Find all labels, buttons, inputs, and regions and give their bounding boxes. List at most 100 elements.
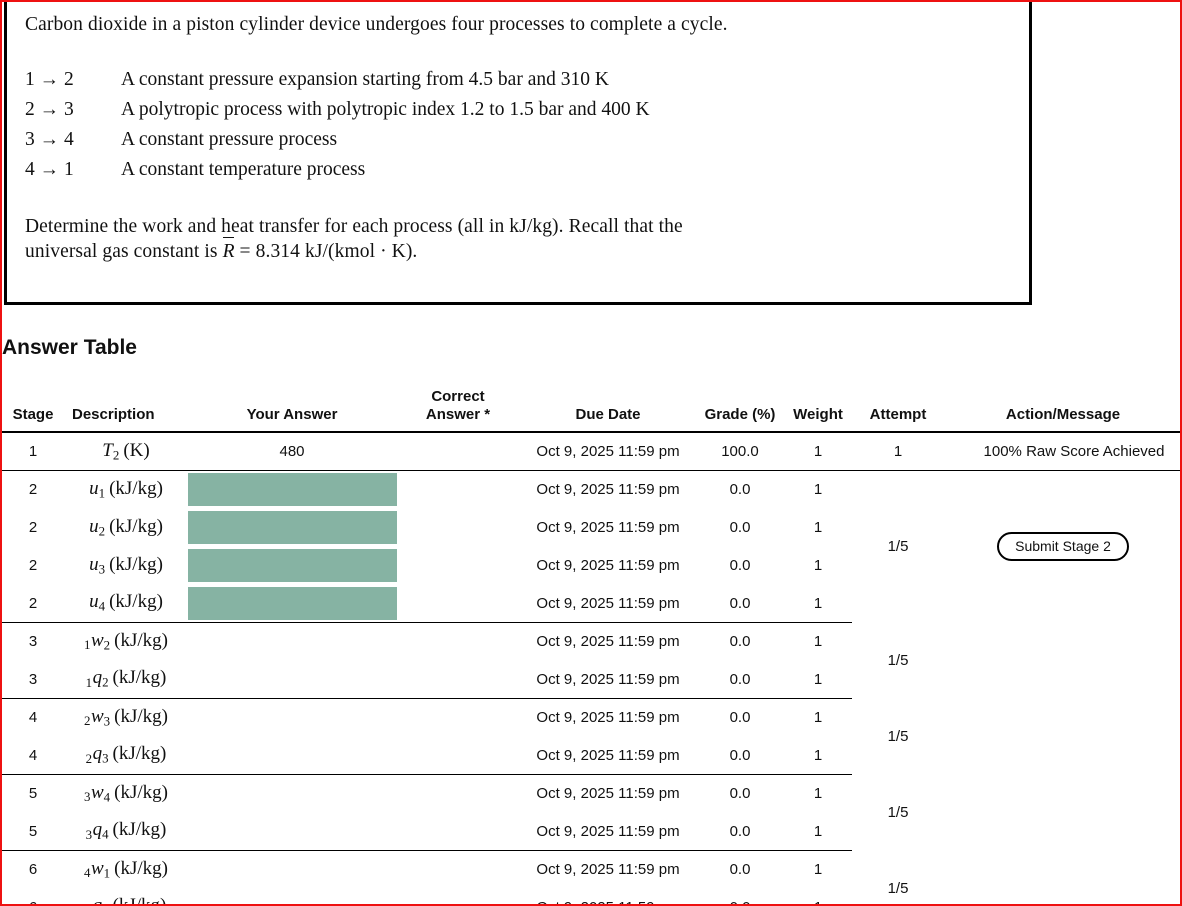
cell-correct-answer bbox=[396, 432, 520, 471]
cell-weight: 1 bbox=[784, 888, 852, 906]
cell-action[interactable]: Submit Stage 2 bbox=[944, 470, 1182, 622]
cell-grade: 0.0 bbox=[729, 518, 751, 536]
cell-your-answer bbox=[188, 774, 396, 812]
problem-tail-prefix: universal gas constant is bbox=[25, 240, 223, 262]
submit-stage-button[interactable]: Submit Stage 2 bbox=[997, 532, 1129, 562]
process-row: 3 → 4 A constant pressure process bbox=[25, 127, 650, 157]
cell-stage: 6 bbox=[28, 861, 38, 879]
cell-stage: 3 bbox=[2, 660, 64, 699]
process-row: 4 → 1 A constant temperature process bbox=[25, 157, 650, 187]
raw-score-message: 100% Raw Score Achieved bbox=[983, 443, 1165, 461]
answer-table-body: 1 T2 (K) 480 Oct 9, 2025 11:59 pm 100.0 1 1 100%… bbox=[2, 432, 1182, 906]
problem-intro: Carbon dioxide in a piston cylinder devi… bbox=[25, 14, 728, 35]
process-key: 3 → 4 bbox=[25, 129, 74, 151]
cell-stage: 1 bbox=[2, 432, 64, 471]
cell-your-answer bbox=[188, 850, 396, 888]
cell-your-answer[interactable] bbox=[188, 470, 397, 508]
cell-weight: 1 bbox=[813, 518, 823, 536]
table-row: 6 4w1 (kJ/kg) Oct 9, 2025 11:59 pm 0.0 1 1/5 bbox=[2, 850, 1182, 897]
cell-description: T2 (K) bbox=[64, 432, 188, 471]
answer-table: Stage Description Your Answer Correct An… bbox=[2, 386, 1182, 906]
table-row: 3 1w2 (kJ/kg) Oct 9, 2025 11:59 pm 0.0 1 1/5 bbox=[2, 622, 1182, 669]
cell-correct-answer bbox=[396, 774, 520, 812]
cell-stage: 4 bbox=[28, 709, 38, 727]
cell-description: 3w4 (kJ/kg) bbox=[84, 781, 168, 805]
cell-due-date: Oct 9, 2025 11:59 pm bbox=[536, 556, 680, 574]
cell-weight: 1 bbox=[813, 556, 823, 574]
cell-due-date: Oct 9, 2025 11:59 pm bbox=[536, 861, 680, 879]
cell-action bbox=[944, 850, 1182, 906]
answer-input[interactable] bbox=[188, 510, 397, 544]
problem-statement-box: Carbon dioxide in a piston cylinder devi… bbox=[4, 0, 1032, 305]
col-header-weight: Weight bbox=[793, 405, 843, 423]
table-row: 5 3q4 (kJ/kg) Oct 9, 2025 11:59 pm 0.0 1 bbox=[2, 812, 1182, 851]
process-key: 1 → 2 bbox=[25, 69, 74, 91]
table-row: 2 u2 (kJ/kg) Oct 9, 2025 11:59 pm 0.0 1 bbox=[2, 508, 1182, 546]
cell-grade: 0.0 bbox=[696, 584, 784, 623]
cell-correct-answer bbox=[396, 470, 520, 508]
cell-action bbox=[944, 774, 1182, 850]
cell-action bbox=[944, 698, 1182, 774]
answer-input[interactable] bbox=[188, 473, 397, 507]
col-header-description: Description bbox=[72, 405, 155, 423]
cell-your-answer: 480 bbox=[188, 432, 396, 471]
col-header-your-answer: Your Answer bbox=[246, 405, 338, 423]
problem-tail: Determine the work and heat transfer for… bbox=[25, 215, 1007, 264]
cell-your-answer[interactable] bbox=[188, 584, 397, 623]
cell-grade: 0.0 bbox=[729, 785, 751, 803]
cell-stage: 2 bbox=[2, 584, 64, 623]
cell-description: 1q2 (kJ/kg) bbox=[64, 660, 188, 699]
cell-stage: 6 bbox=[2, 888, 64, 906]
cell-grade: 0.0 bbox=[729, 556, 751, 574]
col-header-attempt: Attempt bbox=[869, 405, 927, 423]
cell-due-date: Oct 9, 2025 11:59 pm bbox=[520, 432, 696, 471]
process-list-body: 1 → 2 A constant pressure expansion star… bbox=[25, 67, 650, 187]
cell-your-answer[interactable] bbox=[188, 508, 397, 546]
cell-stage: 4 bbox=[2, 736, 64, 775]
table-row: 64q1(kJ/kg) Oct 9, 2025 11:59 pm0.01 bbox=[2, 888, 1182, 906]
cell-stage: 3 bbox=[28, 633, 38, 651]
process-row: 2 → 3 A polytropic process with polytrop… bbox=[25, 97, 650, 127]
cell-correct-answer bbox=[396, 850, 520, 888]
problem-tail-line1: Determine the work and heat transfer for… bbox=[25, 216, 683, 238]
cell-due-date: Oct 9, 2025 11:59 pm bbox=[536, 709, 680, 727]
cell-weight: 1 bbox=[784, 660, 852, 699]
cell-stage: 2 bbox=[28, 556, 38, 574]
cell-your-answer bbox=[188, 888, 396, 906]
process-text: A constant temperature process bbox=[121, 159, 366, 181]
cell-grade: 0.0 bbox=[729, 633, 751, 651]
answer-table-title: Answer Table bbox=[2, 336, 137, 359]
cell-attempt: 1/5 bbox=[887, 727, 909, 745]
table-row: 2 u4 (kJ/kg) Oct 9, 2025 11:59 pm 0.0 1 bbox=[2, 584, 1182, 623]
table-row: 2 u1 (kJ/kg) Oct 9, 2025 11:59 pm 0.0 1 1/5 Sub… bbox=[2, 470, 1182, 562]
cell-description: u3 (kJ/kg) bbox=[89, 553, 163, 577]
cell-correct-answer bbox=[396, 812, 520, 851]
cell-correct-answer bbox=[396, 622, 520, 660]
answer-input[interactable] bbox=[188, 586, 397, 620]
cell-grade: 0.0 bbox=[696, 736, 784, 775]
cell-description: 2w3 (kJ/kg) bbox=[84, 705, 168, 729]
answer-input[interactable] bbox=[188, 548, 397, 582]
answer-table-header-row: Stage Description Your Answer Correct An… bbox=[2, 386, 1182, 433]
cell-grade: 0.0 bbox=[729, 861, 751, 879]
col-header-action: Action/Message bbox=[1005, 405, 1121, 423]
cell-grade: 0.0 bbox=[729, 481, 751, 499]
cell-attempt: 1/5 bbox=[887, 651, 909, 669]
process-row: 1 → 2 A constant pressure expansion star… bbox=[25, 67, 650, 97]
cell-due-date: Oct 9, 2025 11:59 pm bbox=[536, 633, 680, 651]
cell-stage: 2 bbox=[28, 481, 38, 499]
cell-your-answer[interactable] bbox=[188, 546, 397, 584]
cell-weight: 1 bbox=[813, 785, 823, 803]
answer-table-head: Stage Description Your Answer Correct An… bbox=[2, 386, 1182, 433]
your-answer-value: 480 bbox=[279, 443, 305, 461]
cell-due-date: Oct 9, 2025 11:59 pm bbox=[536, 785, 680, 803]
cell-attempt: 1/5 bbox=[887, 538, 909, 556]
process-text: A polytropic process with polytropic ind… bbox=[121, 99, 650, 121]
col-header-grade: Grade (%) bbox=[704, 405, 776, 423]
cell-grade: 0.0 bbox=[729, 709, 751, 727]
cell-due-date: Oct 9, 2025 11:59 pm bbox=[520, 660, 696, 699]
cell-action: 100% Raw Score Achieved bbox=[944, 432, 1182, 471]
cell-attempt: 1/5 bbox=[887, 879, 909, 897]
problem-tail-suffix: = 8.314 kJ/(kmol · K). bbox=[234, 240, 418, 262]
